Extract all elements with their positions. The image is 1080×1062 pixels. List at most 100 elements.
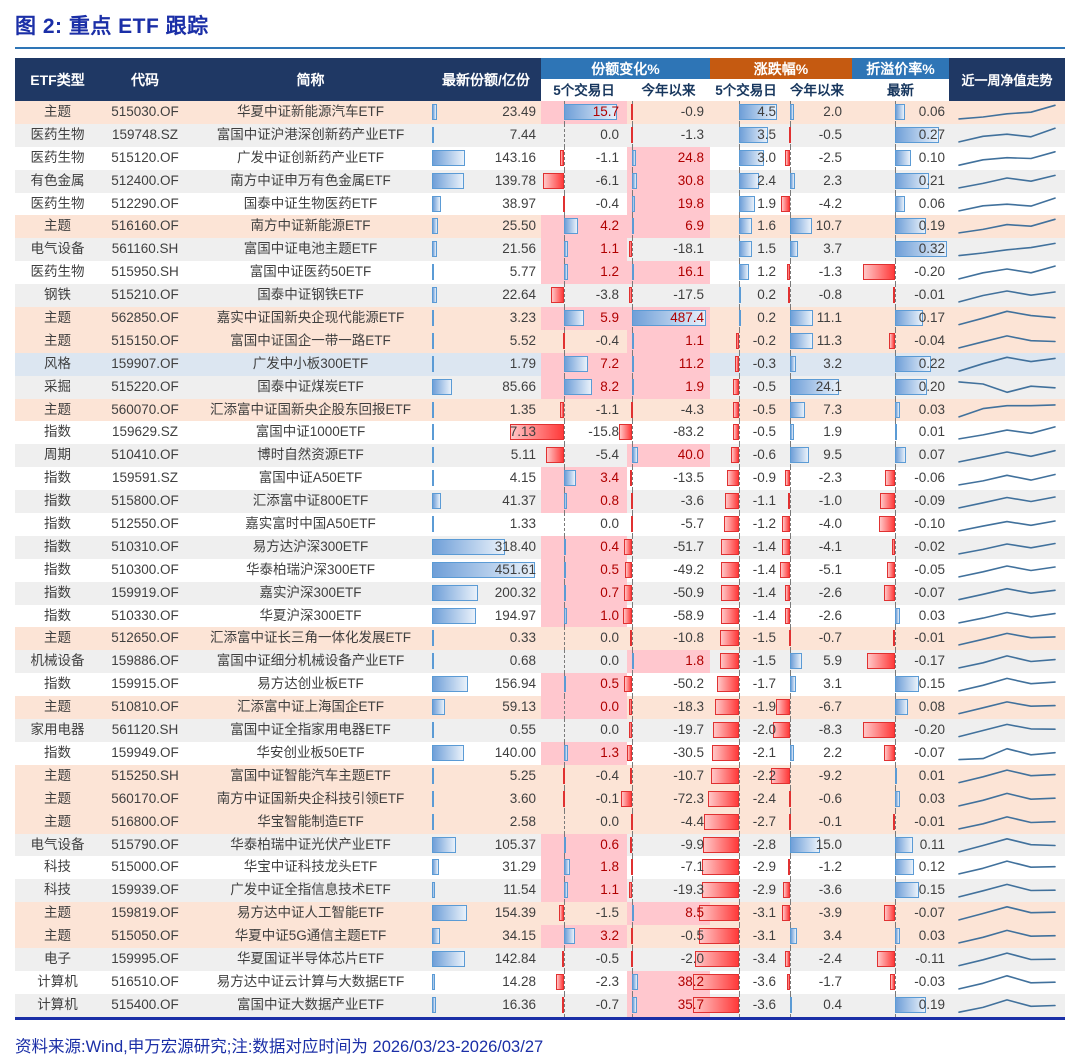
data-bar	[621, 790, 632, 807]
cell-value: -1.1	[595, 149, 619, 165]
zero-axis-line	[895, 970, 896, 994]
etf-type-cell: 主题	[44, 630, 71, 646]
etf-name-cell: 嘉实中证国新央企现代能源ETF	[216, 310, 405, 326]
data-bar	[432, 172, 464, 189]
table-row: 科技 515000.OF 华宝中证科技龙头ETF 31.29 1.8 -7.1 -2.9 -1…	[15, 856, 1065, 880]
etf-code-cell: 510310.OF	[111, 538, 179, 554]
share-chg-5d-cell: 7.2	[541, 352, 627, 376]
cell-value: -0.20	[914, 264, 945, 280]
data-bar	[714, 699, 739, 716]
etf-name-cell: 汇添富中证800ETF	[252, 493, 369, 509]
sparkline-chart	[958, 127, 1056, 143]
zero-axis-line	[739, 719, 740, 742]
data-bar	[562, 332, 565, 349]
sparkline-cell	[949, 353, 1065, 376]
px-chg-ytd-cell: 3.7	[782, 238, 852, 262]
share-chg-5d-cell: -0.7	[541, 993, 627, 1017]
cell-value: 3.2	[823, 355, 842, 371]
px-chg-5d-cell: 0.2	[710, 284, 782, 308]
data-bar	[893, 630, 896, 647]
etf-code-cell: 515000.OF	[111, 859, 179, 875]
zero-axis-line	[632, 101, 633, 124]
cell-value: 23.49	[502, 104, 536, 119]
etf-code-cell: 515030.OF	[111, 104, 179, 119]
cell-value: 3.4	[823, 928, 842, 944]
px-chg-5d-cell: -3.4	[695, 947, 782, 971]
table-row: 指数 159949.OF 华安创业板50ETF 140.00 1.3 -30.5 -2.1 2…	[15, 741, 1065, 765]
table-row: 家用电器 561120.SH 富国中证全指家用电器ETF 0.55 0.0 -19.7 -2…	[15, 719, 1065, 742]
share-chg-5d-cell: 1.1	[541, 238, 627, 262]
cell-value: 1.1	[600, 882, 619, 898]
etf-code-cell: 515400.OF	[111, 996, 179, 1012]
px-chg-ytd-cell: 1.9	[782, 421, 852, 445]
cell-value: 0.03	[918, 928, 945, 944]
cell-value: -3.6	[752, 973, 776, 989]
share-chg-5d-cell: -5.4	[541, 444, 627, 468]
etf-type-cell: 科技	[44, 859, 71, 875]
etf-type-cell: 指数	[44, 584, 71, 600]
premium-cell: -0.01	[852, 627, 949, 651]
table-row: 医药生物 515950.SH 富国中证医药50ETF 5.77 1.2 16.1 1.2 -1…	[15, 261, 1065, 285]
data-bar	[624, 561, 632, 578]
etf-name-cell: 易方达中证人工智能ETF	[237, 905, 384, 921]
cell-value: 40.0	[677, 447, 704, 463]
data-bar	[701, 859, 739, 876]
cell-value: 0.03	[918, 401, 945, 417]
etf-code-cell: 159748.SZ	[111, 126, 179, 142]
cell-value: 0.10	[918, 149, 945, 165]
data-bar	[632, 332, 634, 349]
data-bar	[564, 264, 569, 281]
data-bar	[432, 241, 437, 258]
data-bar	[632, 172, 637, 189]
column-group-share-change: 份额变化% 5个交易日 今年以来	[541, 58, 710, 101]
zero-axis-line	[739, 467, 740, 491]
data-bar	[630, 516, 633, 533]
data-bar	[630, 928, 633, 945]
etf-type-cell: 指数	[44, 676, 71, 692]
px-chg-ytd-cell: 3.4	[782, 925, 852, 948]
table-row: 医药生物 159748.SZ 富国中证沪港深创新药产业ETF 7.44 0.0 -1.3 3…	[15, 123, 1065, 147]
sparkline-cell	[949, 261, 1065, 284]
zero-axis-line	[632, 421, 633, 445]
cell-value: -0.17	[914, 653, 945, 669]
cell-value: -0.1	[595, 790, 619, 806]
table-row: 指数 159629.SZ 富国中证1000ETF 7.13 -15.8 -83.2 -0.5…	[15, 421, 1065, 445]
cell-value: 1.1	[600, 241, 619, 257]
zero-axis-line	[564, 947, 565, 971]
zero-axis-line	[790, 947, 791, 971]
data-bar	[561, 996, 564, 1013]
data-bar	[564, 470, 576, 487]
premium-cell: 0.07	[852, 444, 949, 468]
share-chg-5d-cell: 0.0	[541, 650, 627, 674]
cell-value: 154.39	[494, 905, 536, 921]
cell-value: 1.2	[600, 264, 619, 280]
premium-cell: -0.01	[852, 810, 949, 834]
px-chg-5d-cell: 1.5	[710, 238, 782, 262]
cell-value: -49.2	[673, 561, 704, 577]
data-bar	[692, 996, 739, 1013]
share-chg-ytd-cell: -50.2	[624, 673, 710, 697]
cell-value: 2.4	[757, 172, 776, 188]
cell-value: -19.3	[673, 882, 704, 898]
data-bar	[880, 493, 895, 510]
premium-cell: -0.01	[852, 284, 949, 308]
data-bar	[629, 882, 632, 899]
data-bar	[630, 950, 633, 967]
shares-cell: 22.64	[431, 284, 541, 307]
zero-axis-line	[564, 970, 565, 994]
cell-value: 1.33	[509, 516, 536, 532]
data-bar	[883, 584, 895, 601]
etf-code-cell: 510330.OF	[111, 607, 179, 623]
zero-axis-line	[895, 719, 896, 742]
px-chg-ytd-cell: -1.3	[782, 261, 852, 285]
etf-name-cell: 广发中小板300ETF	[252, 355, 369, 371]
zero-axis-line	[790, 970, 791, 994]
data-bar	[895, 378, 928, 395]
px-chg-ytd-cell: 5.9	[782, 650, 852, 674]
data-bar	[895, 836, 913, 853]
cell-value: -0.07	[914, 744, 945, 760]
px-chg-5d-cell: -3.1	[699, 902, 782, 926]
etf-name-cell: 博时自然资源ETF	[257, 447, 364, 463]
data-bar	[782, 882, 790, 899]
zero-axis-line	[790, 284, 791, 308]
